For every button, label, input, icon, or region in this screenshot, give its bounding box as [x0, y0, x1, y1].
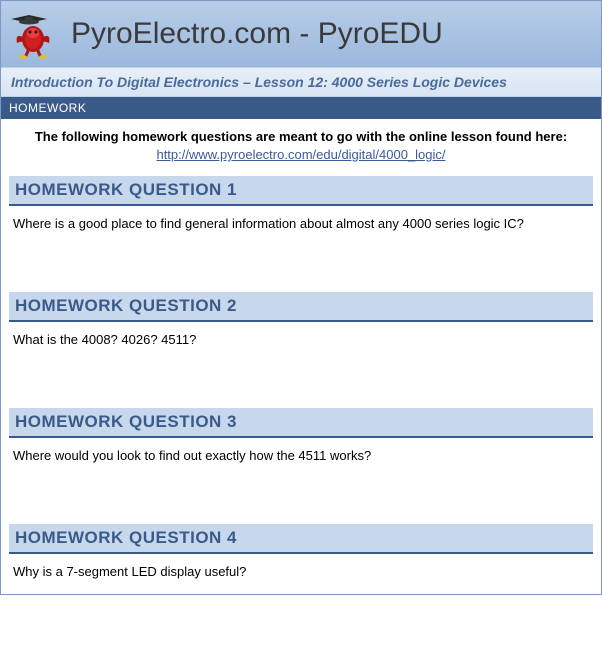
lesson-subheader: Introduction To Digital Electronics – Le…: [1, 67, 601, 97]
question-block: HOMEWORK QUESTION 3 Where would you look…: [1, 408, 601, 524]
question-title: HOMEWORK QUESTION 3: [9, 408, 593, 438]
question-body: Why is a 7-segment LED display useful?: [9, 554, 593, 594]
question-body: Where is a good place to find general in…: [9, 206, 593, 292]
intro-text: The following homework questions are mea…: [21, 129, 581, 144]
intro-link[interactable]: http://www.pyroelectro.com/edu/digital/4…: [156, 147, 445, 162]
document-page: PyroElectro.com - PyroEDU Introduction T…: [0, 0, 602, 595]
question-title: HOMEWORK QUESTION 1: [9, 176, 593, 206]
intro-block: The following homework questions are mea…: [1, 119, 601, 176]
question-body: Where would you look to find out exactly…: [9, 438, 593, 524]
section-label-homework: HOMEWORK: [1, 97, 601, 119]
question-body: What is the 4008? 4026? 4511?: [9, 322, 593, 408]
question-title: HOMEWORK QUESTION 4: [9, 524, 593, 554]
header-banner: PyroElectro.com - PyroEDU: [1, 1, 601, 67]
question-title: HOMEWORK QUESTION 2: [9, 292, 593, 322]
site-logo-icon: [11, 9, 61, 59]
question-block: HOMEWORK QUESTION 1 Where is a good plac…: [1, 176, 601, 292]
site-title: PyroElectro.com - PyroEDU: [71, 17, 443, 51]
question-block: HOMEWORK QUESTION 2 What is the 4008? 40…: [1, 292, 601, 408]
question-block: HOMEWORK QUESTION 4 Why is a 7-segment L…: [1, 524, 601, 594]
